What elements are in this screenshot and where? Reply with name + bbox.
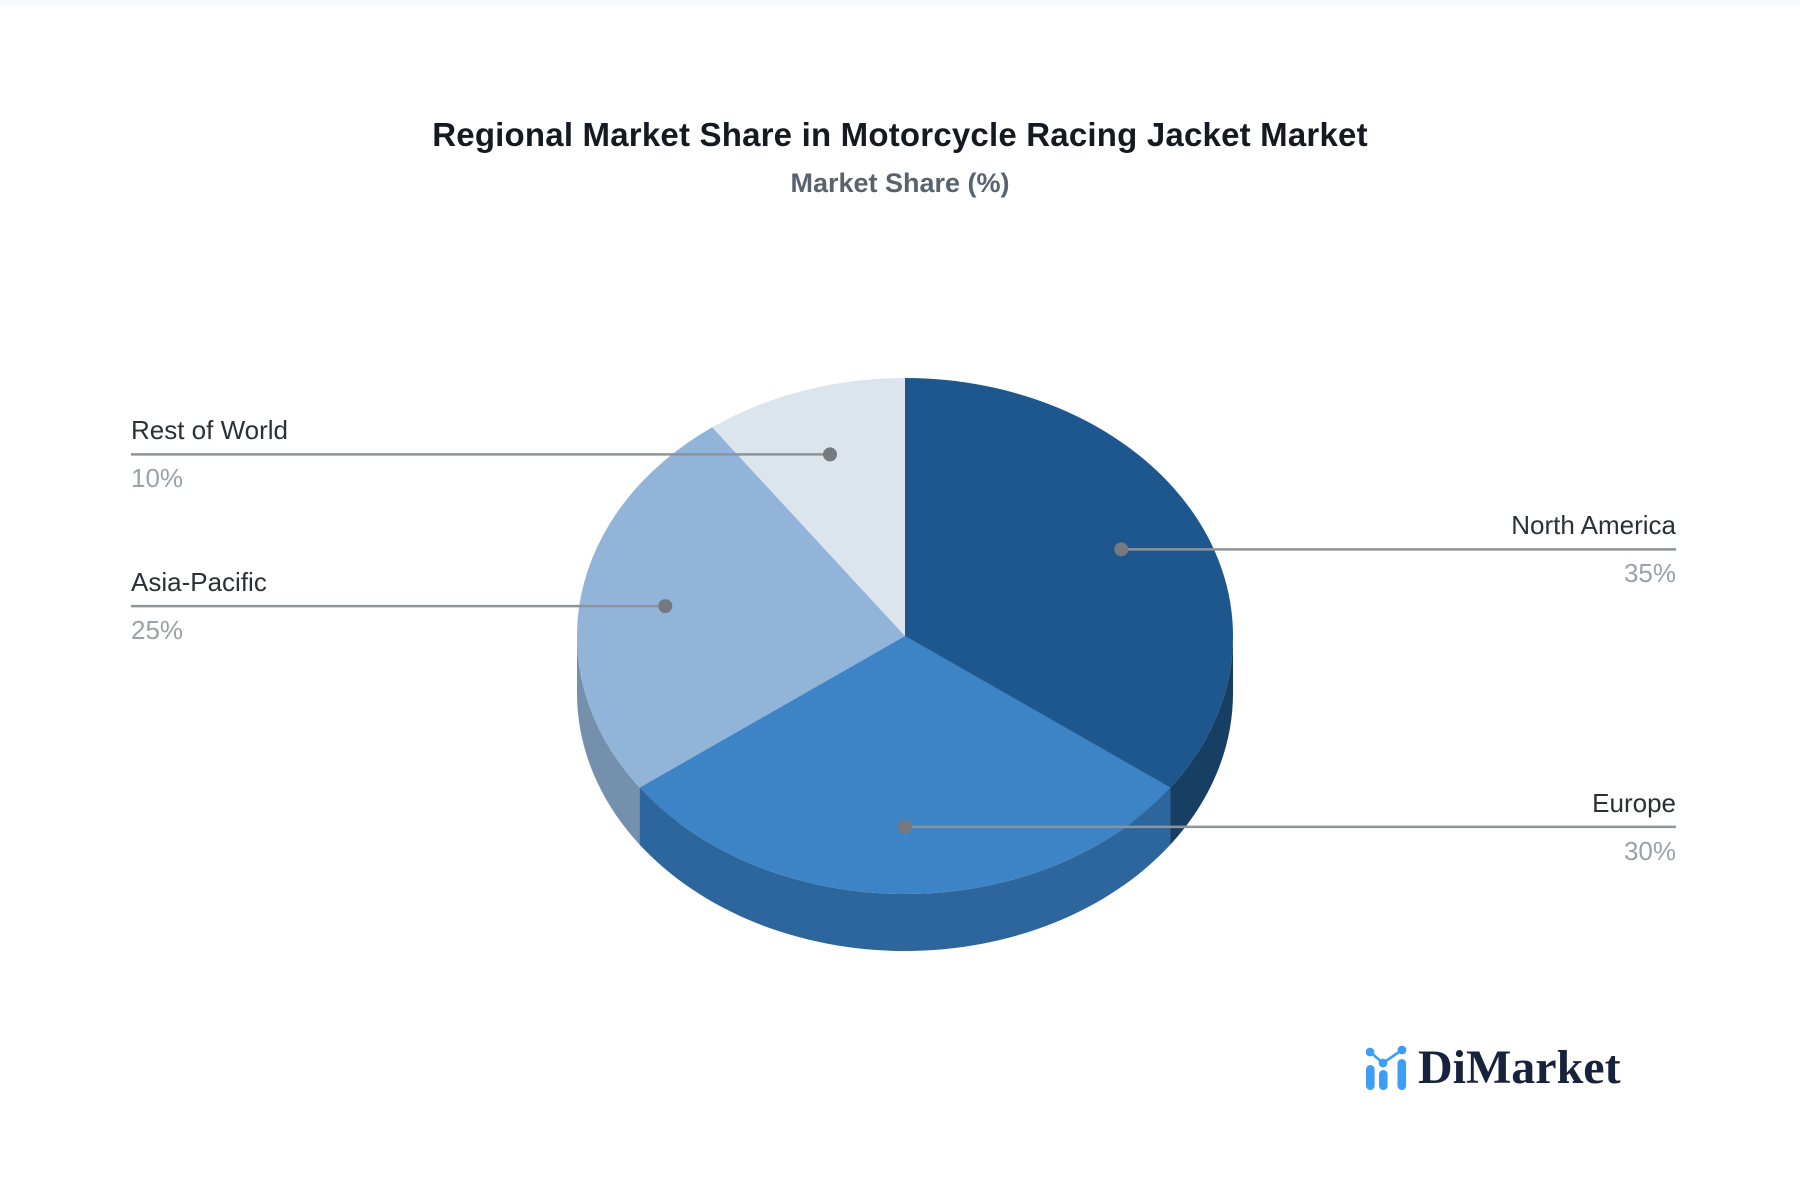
slice-label-europe: Europe	[1592, 787, 1676, 818]
pie-rim-north-america	[1170, 636, 1233, 845]
chart-subtitle: Market Share (%)	[790, 168, 1010, 198]
leader-dot-europe	[898, 819, 912, 834]
logo-bar-chart-icon	[1366, 1045, 1407, 1090]
leader-dot-north-america	[1114, 542, 1129, 557]
slice-value-rest-of-world: 10%	[131, 463, 184, 494]
slice-value-north-america: 35%	[1623, 558, 1676, 589]
slice-value-europe: 30%	[1623, 835, 1676, 866]
slice-value-asia-pacific: 25%	[131, 615, 184, 646]
pie-slice-north-america[interactable]	[905, 378, 1233, 788]
slice-label-north-america: North America	[1511, 510, 1676, 541]
dimarket-logo[interactable]: DiMarket	[1366, 1044, 1621, 1092]
slice-label-rest-of-world: Rest of World	[131, 415, 289, 446]
leader-dot-rest-of-world	[822, 447, 837, 462]
leader-dot-asia-pacific	[658, 599, 673, 614]
pie-rim-asia-pacific	[577, 636, 640, 845]
top-strip	[0, 0, 1800, 5]
pie-slice-asia-pacific[interactable]	[577, 427, 905, 788]
chart-title: Regional Market Share in Motorcycle Raci…	[432, 116, 1368, 153]
pie-rim-europe	[639, 787, 1171, 951]
logo-text: DiMarket	[1418, 1041, 1621, 1094]
pie-slice-europe[interactable]	[639, 636, 1171, 894]
pie-slice-rest-of-world[interactable]	[712, 378, 905, 636]
slice-label-asia-pacific: Asia-Pacific	[131, 567, 267, 598]
